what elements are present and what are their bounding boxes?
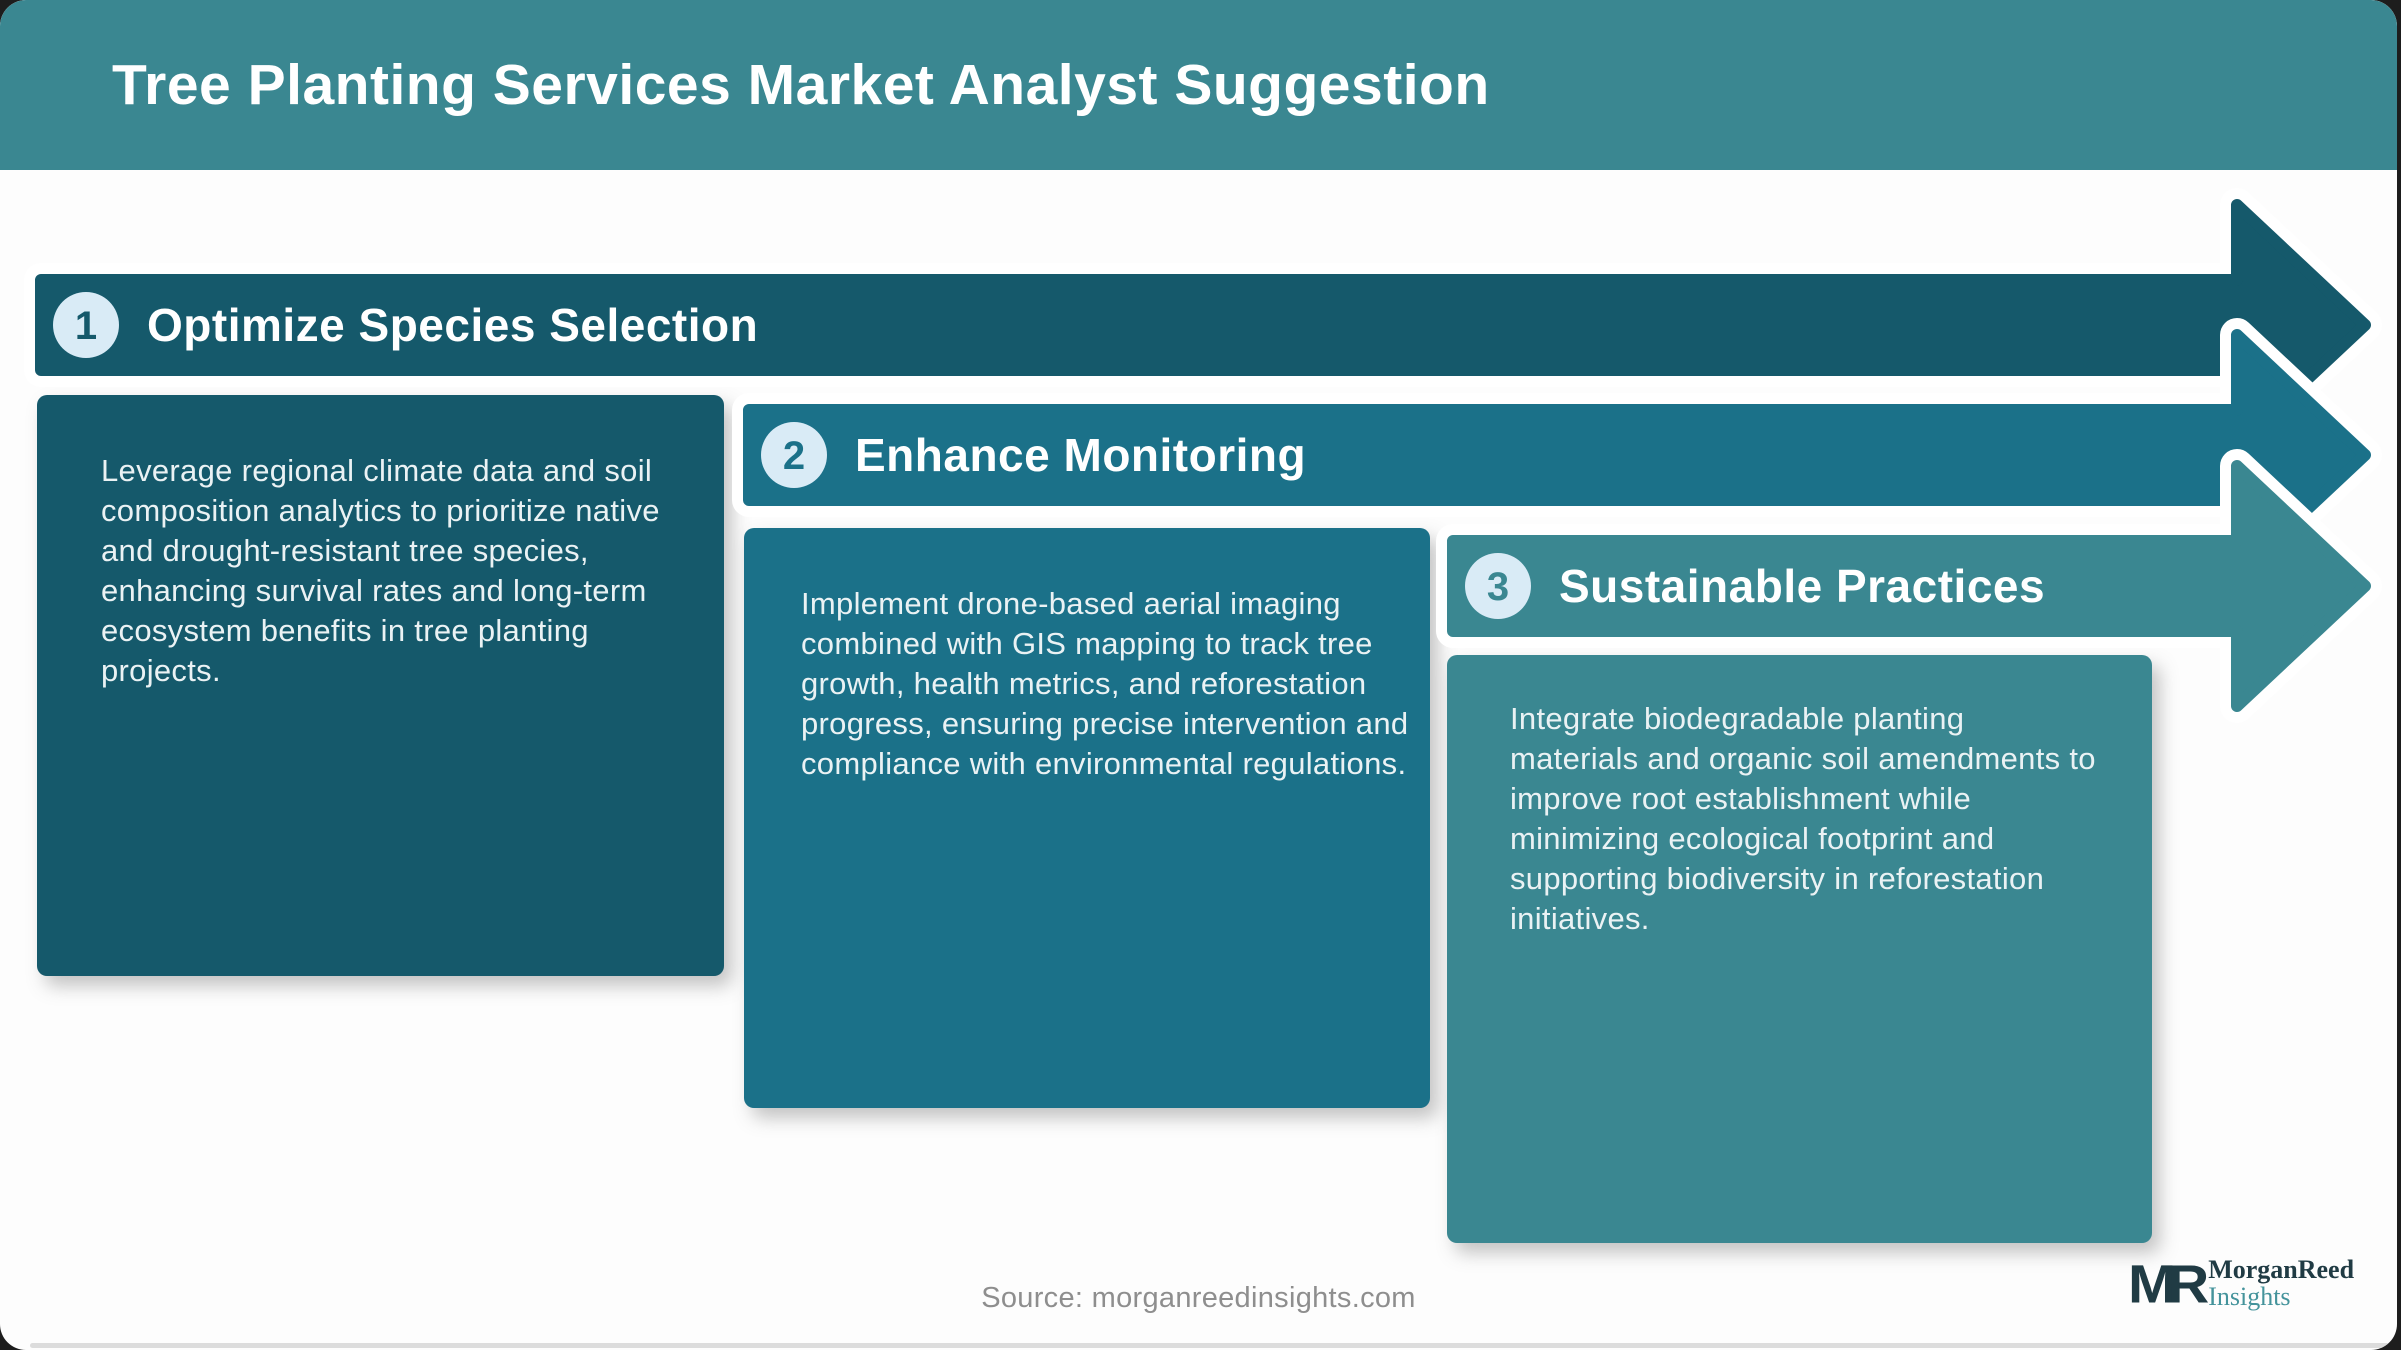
page-title: Tree Planting Services Market Analyst Su… [112, 53, 1490, 117]
step3-number-badge: 3 [1465, 553, 1531, 619]
step1-number-badge: 1 [53, 292, 119, 358]
step3-description: Integrate biodegradable planting materia… [1510, 701, 2096, 936]
step3-arrow-shape [1447, 460, 2371, 712]
bottom-edge-line [30, 1343, 2390, 1348]
step2-description: Implement drone-based aerial imaging com… [801, 586, 1409, 781]
logo-monogram-icon: MR [2128, 1254, 2209, 1315]
header-bar: Tree Planting Services Market Analyst Su… [0, 0, 2397, 170]
step3-arrow-banner [1436, 449, 2382, 723]
step1-description: Leverage regional climate data and soil … [101, 453, 660, 688]
step1-title: Optimize Species Selection [147, 299, 759, 351]
step3-title: Sustainable Practices [1559, 560, 2046, 612]
source-text: Source: morganreedinsights.com [981, 1282, 1416, 1314]
step2-description-box: Implement drone-based aerial imaging com… [744, 528, 1430, 1108]
step2-number-badge: 2 [761, 422, 827, 488]
logo-tagline: Insights [2208, 1282, 2291, 1311]
logo-textblock: MorganReed Insights [2208, 1256, 2354, 1314]
step3-description-box: Integrate biodegradable planting materia… [1447, 655, 2152, 1243]
logo: MR MorganReed Insights [2128, 1256, 2354, 1314]
step1-description-box: Leverage regional climate data and soil … [37, 395, 724, 976]
logo-name: MorganReed [2208, 1255, 2355, 1284]
step2-title: Enhance Monitoring [855, 429, 1307, 481]
